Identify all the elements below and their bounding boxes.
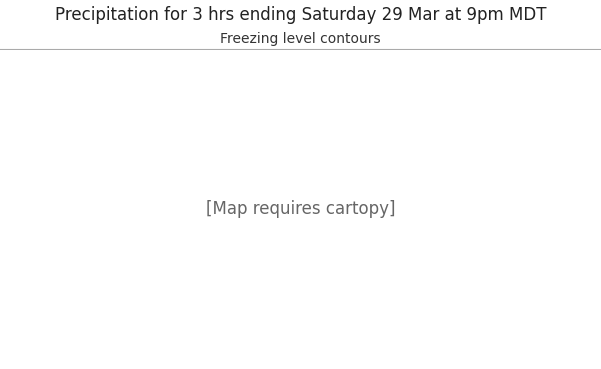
Text: Freezing level contours: Freezing level contours (220, 32, 381, 46)
Text: [Map requires cartopy]: [Map requires cartopy] (206, 200, 395, 218)
Text: Precipitation for 3 hrs ending Saturday 29 Mar at 9pm MDT: Precipitation for 3 hrs ending Saturday … (55, 6, 546, 24)
